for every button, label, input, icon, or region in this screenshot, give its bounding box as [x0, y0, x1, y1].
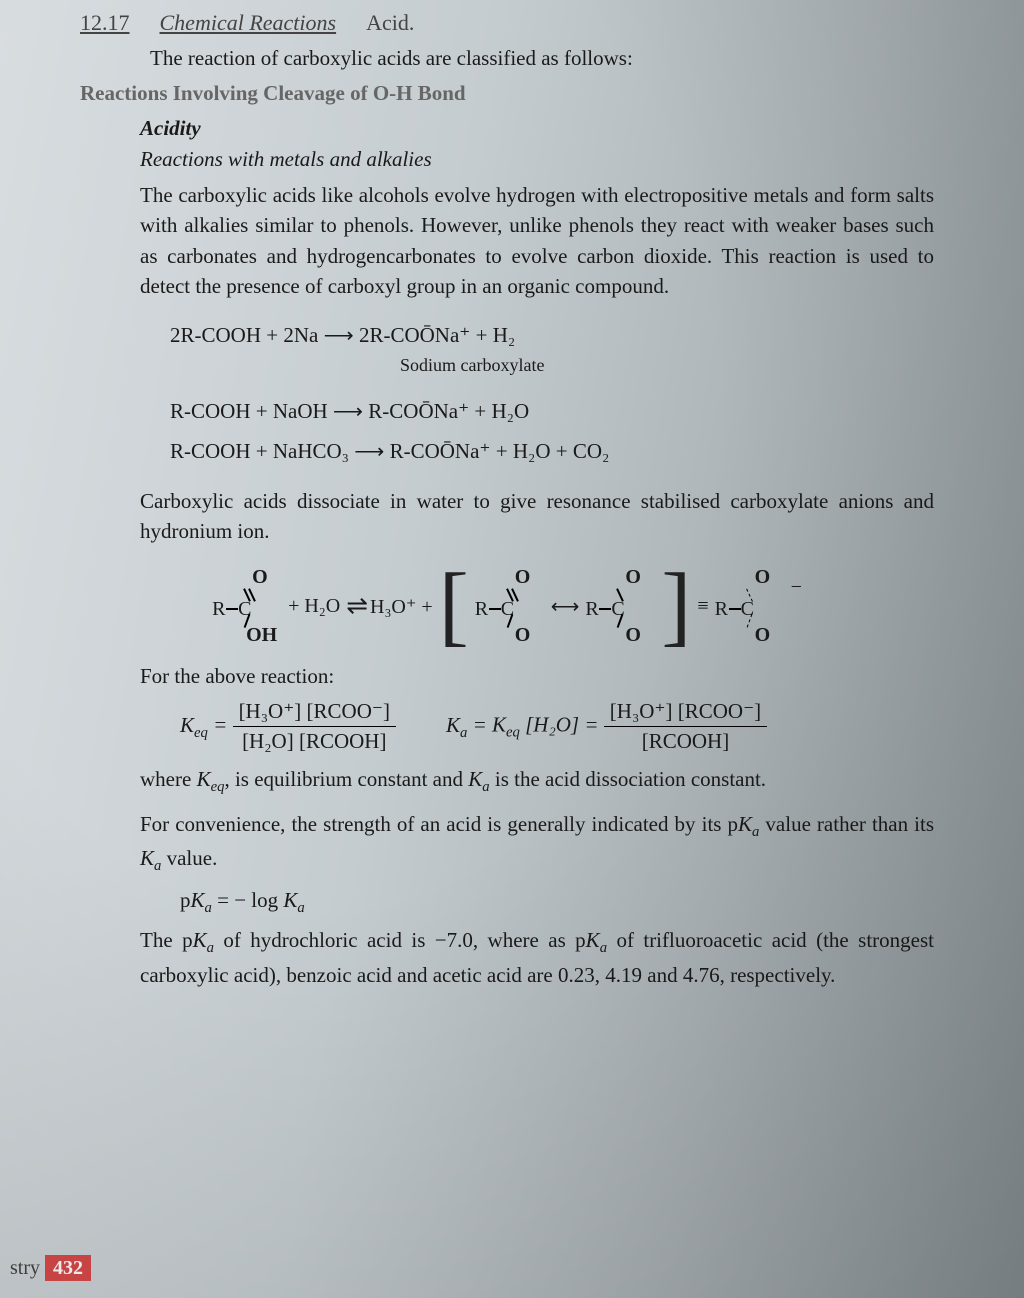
equation-3: R-COOH + NaHCO₃ ⟶ R-COŌNa⁺ + H₂O + CO₂ [170, 432, 934, 472]
r-group-label: R [212, 598, 225, 621]
acidity-heading: Acidity [140, 116, 934, 141]
carbon-label: C [238, 598, 251, 621]
bracket-right: ] [661, 566, 691, 646]
handwritten-note: Acid. [366, 10, 414, 36]
pka-equation: pKa = − log Ka [180, 888, 934, 917]
paragraph-5: The pKa of hydrochloric acid is −7.0, wh… [140, 925, 934, 990]
carboxylate-resonance-2: R C O O [585, 566, 655, 646]
carboxylate-resonance-1: R C O O [475, 566, 545, 646]
reactions-heading: Reactions with metals and alkalies [140, 147, 934, 172]
ka-expression: Ka = Keq [H₂O] = [H₃O⁺] [RCOO⁻] [RCOOH] [446, 699, 767, 754]
equation-2: R-COOH + NaOH ⟶ R-COŌNa⁺ + H₂O [170, 392, 934, 432]
textbook-page: 12.17 Chemical Reactions Acid. The react… [20, 10, 974, 990]
bracket-left: [ [439, 566, 469, 646]
for-above-reaction: For the above reaction: [140, 664, 934, 689]
equilibrium-arrow: ⇌ [346, 591, 364, 621]
carboxylate-hybrid: R C O O [715, 566, 785, 646]
paragraph-3: where Keq, is equilibrium constant and K… [140, 764, 934, 799]
page-number-badge: 432 [45, 1255, 91, 1281]
carboxylic-acid-structure: R C O OH [212, 566, 282, 646]
intro-text: The reaction of carboxylic acids are cla… [150, 46, 934, 71]
resonance-diagram: R C O OH + H₂O ⇌ H₃O⁺ + [ R C O O [80, 566, 934, 646]
equation-1-label: Sodium carboxylate [400, 348, 934, 382]
equivalent-sign: ≡ [697, 595, 708, 618]
paragraph-1: The carboxylic acids like alcohols evolv… [140, 180, 934, 302]
page-footer: stry 432 [10, 1257, 91, 1280]
equilibrium-constants: Keq = [H₃O⁺] [RCOO⁻] [H₂O] [RCOOH] Ka = … [180, 699, 934, 754]
oxygen-label: O [252, 566, 268, 589]
hydronium: H₃O⁺ + [370, 594, 433, 619]
plus-h2o: + H₂O [288, 595, 340, 618]
section-number: 12.17 [80, 10, 130, 36]
section-header: 12.17 Chemical Reactions Acid. [80, 10, 934, 36]
resonance-arrow: ⟷ [551, 594, 580, 619]
paragraph-4: For convenience, the strength of an acid… [140, 809, 934, 878]
paragraph-2: Carboxylic acids dissociate in water to … [140, 486, 934, 547]
minus-charge: − [791, 576, 802, 599]
equation-block: 2R-COOH + 2Na ⟶ 2R-COŌNa⁺ + H₂ Sodium c… [170, 316, 934, 472]
footer-prefix: stry [10, 1257, 40, 1279]
keq-expression: Keq = [H₃O⁺] [RCOO⁻] [H₂O] [RCOOH] [180, 699, 396, 754]
subsection-header: Reactions Involving Cleavage of O-H Bond [80, 81, 934, 106]
hydroxyl-label: OH [246, 624, 277, 647]
section-title: Chemical Reactions [160, 10, 337, 36]
